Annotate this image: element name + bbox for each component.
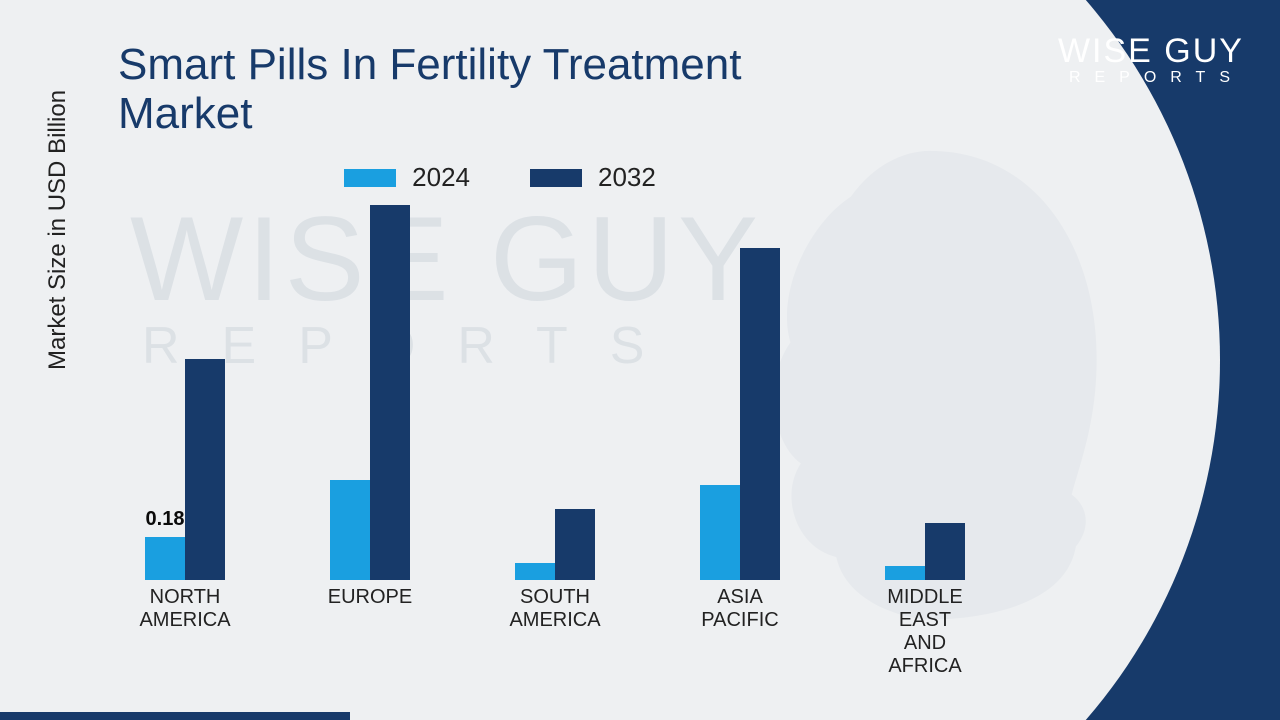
bar-group xyxy=(135,359,235,580)
brand-line2: REPORTS xyxy=(1058,69,1244,87)
bar-2024 xyxy=(700,485,740,580)
x-axis-category-label: EUROPE xyxy=(290,586,450,609)
legend-item-2032: 2032 xyxy=(530,162,656,193)
legend-item-2024: 2024 xyxy=(344,162,470,193)
bar-group xyxy=(690,248,790,581)
chart-title-text: Smart Pills In Fertility Treatment Marke… xyxy=(118,40,858,139)
bar-group xyxy=(505,509,605,580)
bar-2032 xyxy=(185,359,225,580)
canvas: WISE GUY REPORTS WISE GUY REPORTS Smart … xyxy=(0,0,1280,720)
bar-2024 xyxy=(145,537,185,580)
bar-2024 xyxy=(330,480,370,580)
bar-chart: 0.18 xyxy=(90,200,1000,580)
bar-2024 xyxy=(885,566,925,580)
bar-2032 xyxy=(740,248,780,581)
x-axis-category-label: MIDDLEEASTANDAFRICA xyxy=(845,586,1005,678)
bar-2032 xyxy=(370,205,410,580)
bar-2032 xyxy=(925,523,965,580)
brand-line1: WISE GUY xyxy=(1058,32,1244,71)
plot-area: 0.18 xyxy=(90,200,1000,580)
legend-label-2024: 2024 xyxy=(412,162,470,193)
bar-value-label: 0.18 xyxy=(129,508,201,531)
legend-swatch-2024 xyxy=(344,169,396,187)
bar-group xyxy=(320,205,420,580)
x-axis-category-label: ASIAPACIFIC xyxy=(660,586,820,632)
chart-title: Smart Pills In Fertility Treatment Marke… xyxy=(118,40,858,139)
bar-group xyxy=(875,523,975,580)
legend: 2024 2032 xyxy=(0,162,1000,193)
legend-swatch-2032 xyxy=(530,169,582,187)
x-axis-category-label: NORTHAMERICA xyxy=(105,586,265,632)
brand-logo: WISE GUY REPORTS xyxy=(1058,32,1244,87)
bar-2032 xyxy=(555,509,595,580)
bar-2024 xyxy=(515,563,555,580)
y-axis-label: Market Size in USD Billion xyxy=(44,90,72,370)
bottom-accent-bar xyxy=(0,712,350,720)
x-axis-category-label: SOUTHAMERICA xyxy=(475,586,635,632)
legend-label-2032: 2032 xyxy=(598,162,656,193)
